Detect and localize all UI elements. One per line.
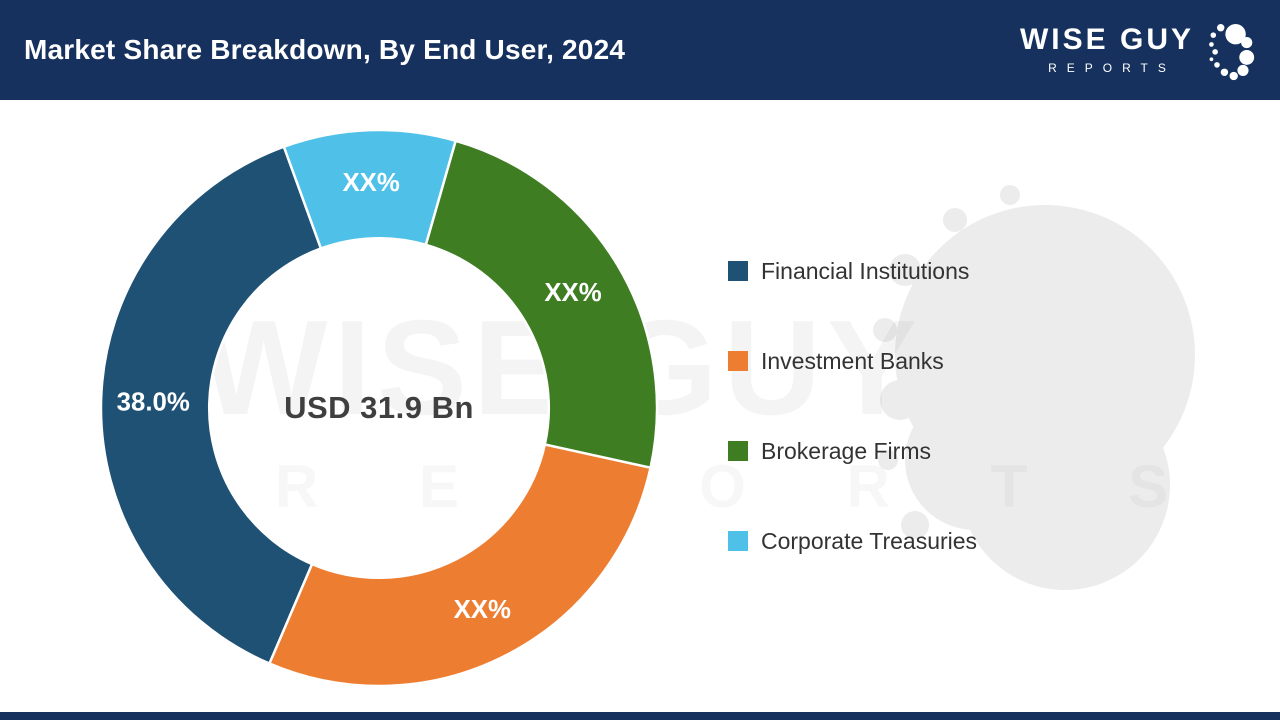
legend-label: Brokerage Firms: [761, 437, 931, 464]
chart-legend: Financial Institutions Investment Banks Br…: [728, 256, 977, 556]
legend-swatch: [728, 351, 748, 371]
header-bar: Market Share Breakdown, By End User, 202…: [0, 0, 1280, 100]
chart-area: WISE GUY R E P O R T S 38.0%XX%XX%XX% US…: [0, 100, 1280, 712]
legend-item-financial-institutions: Financial Institutions: [728, 256, 977, 286]
legend-swatch: [728, 261, 748, 281]
legend-label: Corporate Treasuries: [761, 527, 978, 554]
legend-item-corporate-treasuries: Corporate Treasuries: [728, 526, 977, 556]
donut-slice-corporate-treasuries: [282, 128, 458, 251]
slice-label: XX%: [454, 596, 511, 624]
donut-slice-financial-institutions: [99, 145, 323, 666]
donut-slice-investment-banks: [267, 442, 653, 688]
legend-item-investment-banks: Investment Banks: [728, 346, 977, 376]
logo-line2: REPORTS: [1048, 61, 1176, 75]
slice-label: XX%: [544, 279, 601, 307]
legend-label: Financial Institutions: [761, 257, 970, 284]
footer-bar: [0, 712, 1280, 720]
slice-label: XX%: [342, 169, 399, 197]
brand-logo: WISE GUY REPORTS: [1020, 19, 1256, 81]
page-title: Market Share Breakdown, By End User, 202…: [24, 34, 626, 65]
logo-line1: WISE GUY: [1019, 23, 1194, 56]
logo-wordmark: WISE GUY REPORTS: [1019, 23, 1194, 76]
logo-head-icon: [1209, 24, 1255, 81]
legend-label: Investment Banks: [761, 347, 944, 374]
chart-center-value: USD 31.9 Bn: [284, 390, 474, 425]
legend-item-brokerage-firms: Brokerage Firms: [728, 436, 977, 466]
legend-swatch: [728, 531, 748, 551]
donut-slice-brokerage-firms: [424, 139, 659, 470]
slice-label: 38.0%: [117, 389, 190, 417]
legend-swatch: [728, 441, 748, 461]
donut-chart: 38.0% XX% XX% XX%: [99, 128, 659, 688]
